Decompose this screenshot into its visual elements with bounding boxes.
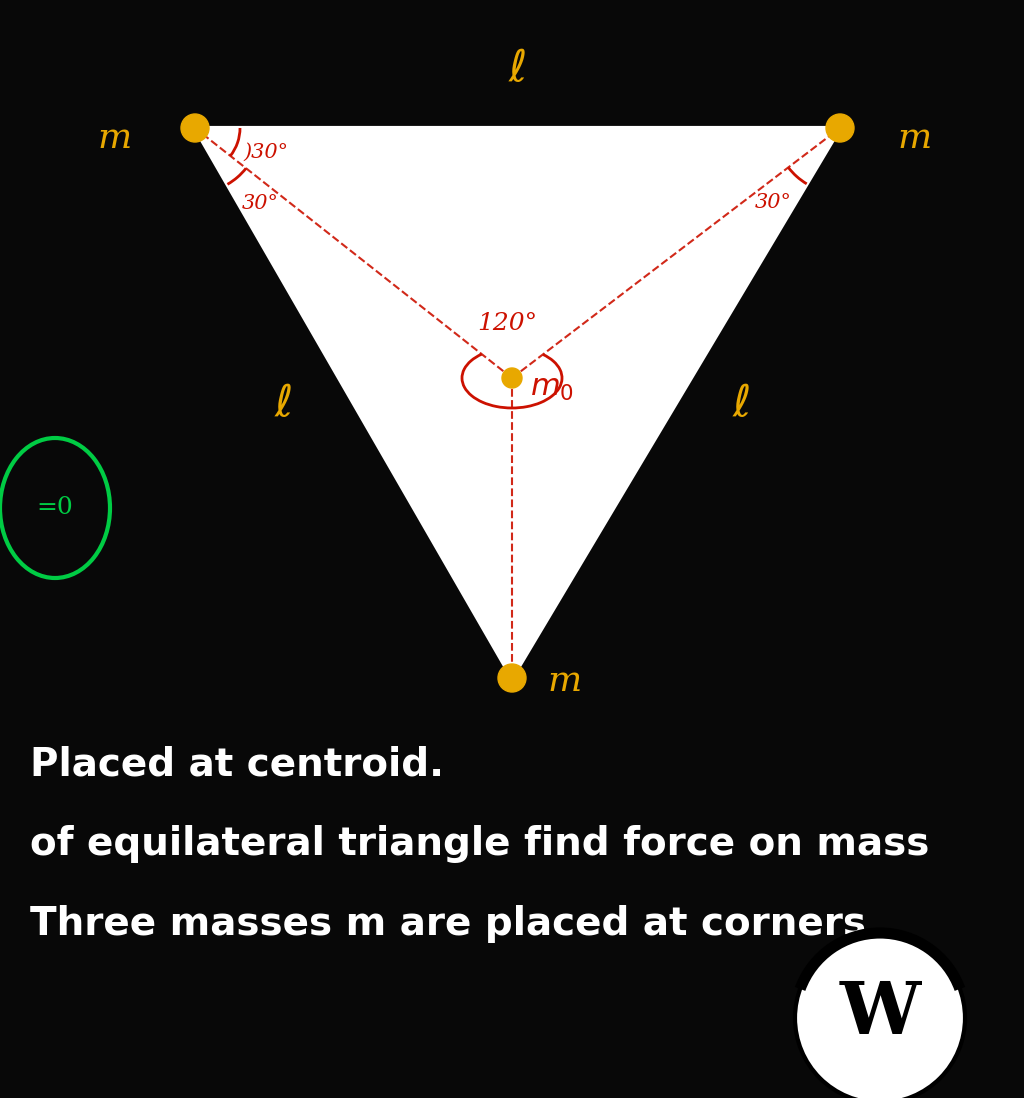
Text: $\ell$: $\ell$ [732,381,751,425]
Text: =0: =0 [37,496,74,519]
Circle shape [498,664,526,692]
Text: $\ell$: $\ell$ [274,381,293,425]
Circle shape [181,114,209,142]
Text: m: m [98,121,132,155]
Circle shape [795,933,965,1098]
Text: )30°: )30° [244,143,289,163]
Circle shape [826,114,854,142]
Polygon shape [195,128,840,677]
Text: 120°: 120° [477,312,537,335]
Text: 30°: 30° [755,193,792,212]
Circle shape [502,368,522,388]
Text: 30°: 30° [242,194,279,213]
Text: m: m [547,664,582,698]
Text: m: m [898,121,932,155]
Text: W: W [840,977,921,1049]
Text: Three masses m are placed at corners: Three masses m are placed at corners [30,905,866,943]
Text: $\ell$: $\ell$ [508,46,526,90]
Text: of equilateral triangle find force on mass: of equilateral triangle find force on ma… [30,825,930,863]
Text: Placed at centroid.: Placed at centroid. [30,746,444,783]
Text: $m_0$: $m_0$ [530,372,573,403]
